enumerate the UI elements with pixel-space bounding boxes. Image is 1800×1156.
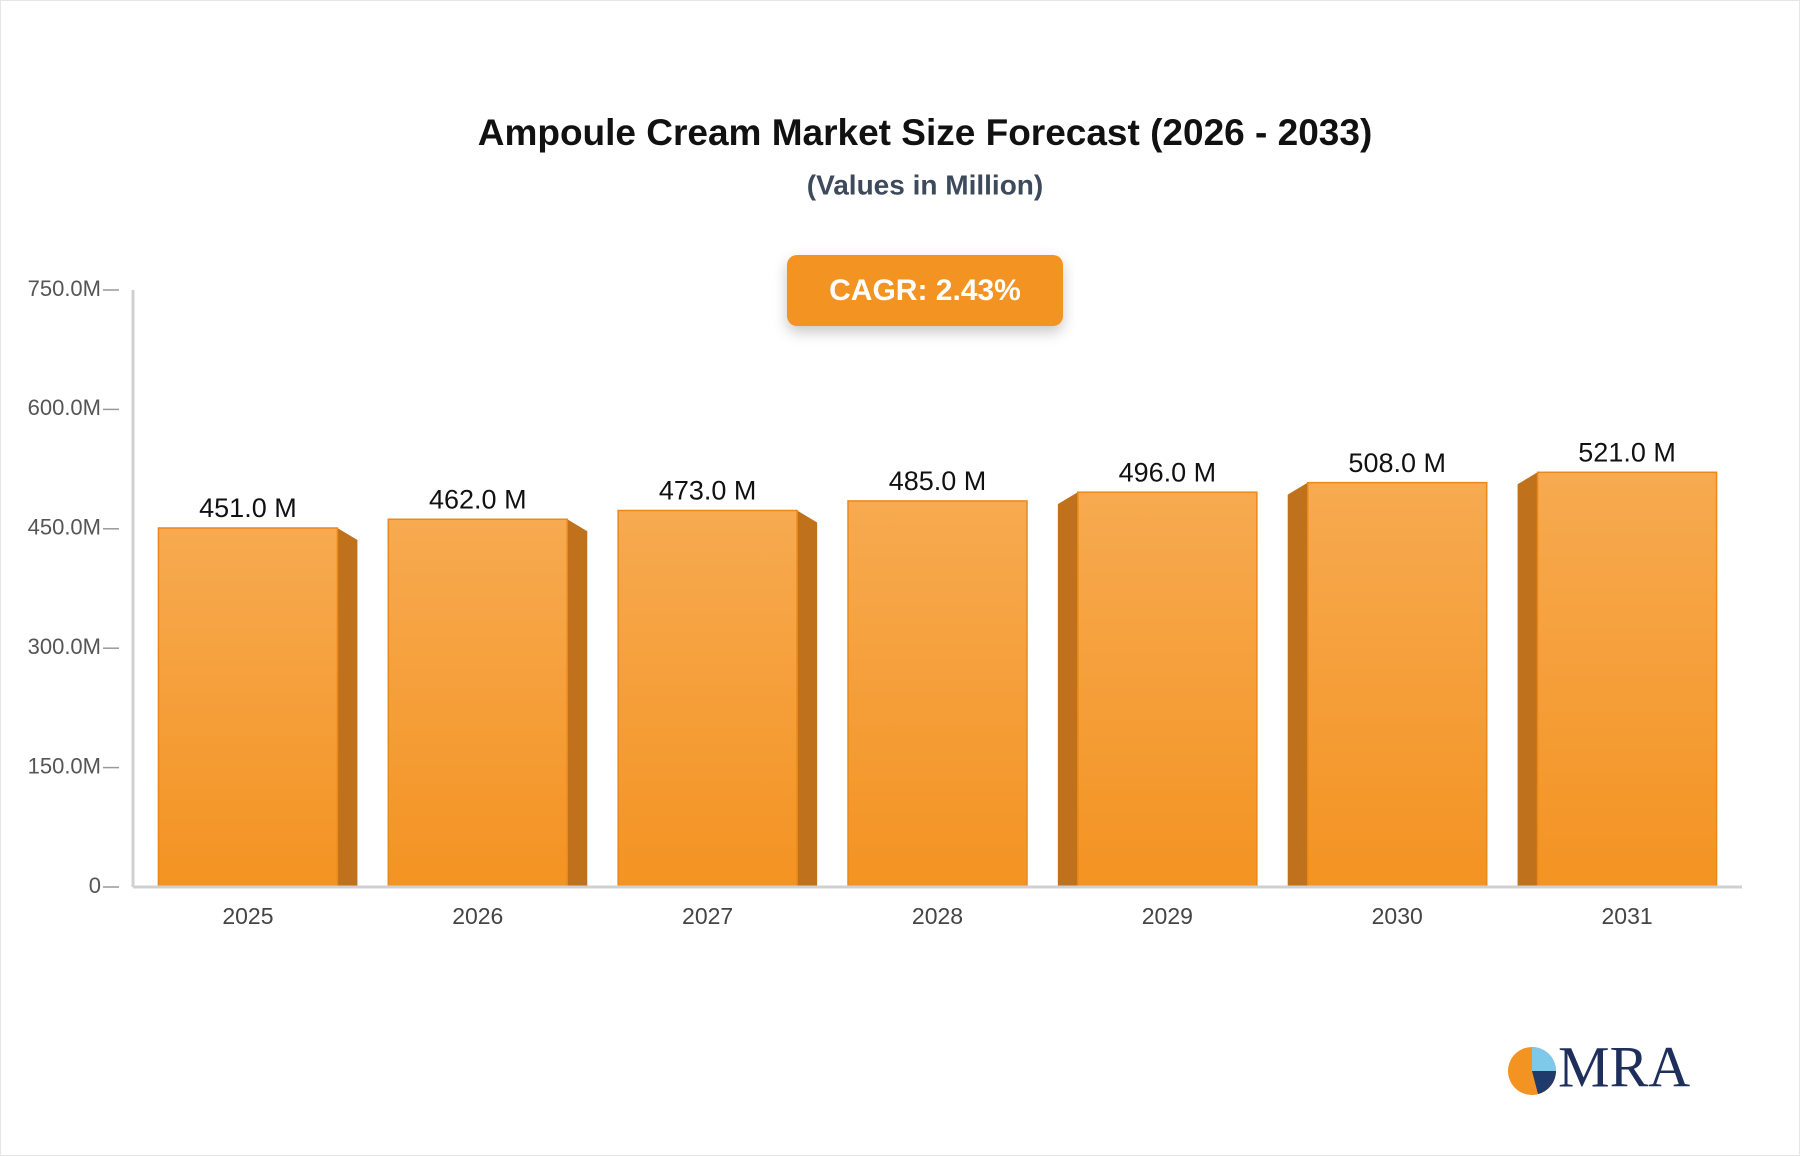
value-label: 462.0 M bbox=[429, 484, 527, 514]
cagr-badge: CAGR: 2.43% bbox=[787, 255, 1063, 326]
bar-side bbox=[1057, 492, 1078, 887]
bar bbox=[617, 509, 798, 888]
x-tick-label: 2026 bbox=[452, 903, 503, 929]
bar-side bbox=[567, 519, 588, 887]
bar bbox=[847, 500, 1028, 888]
y-tick-label: 600.0M bbox=[28, 395, 101, 420]
logo-text: MRA bbox=[1558, 1034, 1690, 1099]
y-tick-label: 750.0M bbox=[28, 276, 101, 301]
value-label: 451.0 M bbox=[199, 493, 297, 523]
value-label: 508.0 M bbox=[1348, 448, 1446, 478]
logo-icon-part bbox=[1532, 1071, 1556, 1094]
x-tick-label: 2028 bbox=[912, 903, 963, 929]
y-tick-label: 300.0M bbox=[28, 634, 101, 659]
chart-title: Ampoule Cream Market Size Forecast (2026… bbox=[478, 112, 1373, 153]
badge-box bbox=[787, 255, 1063, 326]
value-label: 473.0 M bbox=[659, 476, 757, 506]
bar-side bbox=[1287, 482, 1308, 887]
value-label: 485.0 M bbox=[889, 466, 987, 496]
bar bbox=[1536, 471, 1718, 888]
value-label: 521.0 M bbox=[1578, 437, 1676, 467]
x-tick-label: 2031 bbox=[1601, 903, 1652, 929]
bar-side bbox=[1517, 472, 1538, 887]
value-label: 496.0 M bbox=[1119, 457, 1217, 487]
bar-side bbox=[797, 510, 818, 887]
x-tick-label: 2025 bbox=[222, 903, 273, 929]
chart-subtitle: (Values in Million) bbox=[807, 169, 1043, 200]
badge-text: CAGR: 2.43% bbox=[829, 274, 1021, 307]
logo-icon-part bbox=[1532, 1047, 1556, 1071]
y-tick-label: 0 bbox=[89, 873, 101, 898]
bar bbox=[157, 527, 339, 888]
bar bbox=[387, 518, 569, 888]
x-tick-label: 2030 bbox=[1372, 903, 1423, 929]
y-tick-label: 150.0M bbox=[28, 753, 101, 778]
logo: MRA bbox=[1508, 1034, 1690, 1099]
bar bbox=[1306, 481, 1488, 888]
y-tick-label: 450.0M bbox=[28, 515, 101, 540]
x-tick-label: 2029 bbox=[1142, 903, 1193, 929]
x-tick-label: 2027 bbox=[682, 903, 733, 929]
bar bbox=[1077, 491, 1258, 888]
bar-side bbox=[337, 528, 358, 887]
